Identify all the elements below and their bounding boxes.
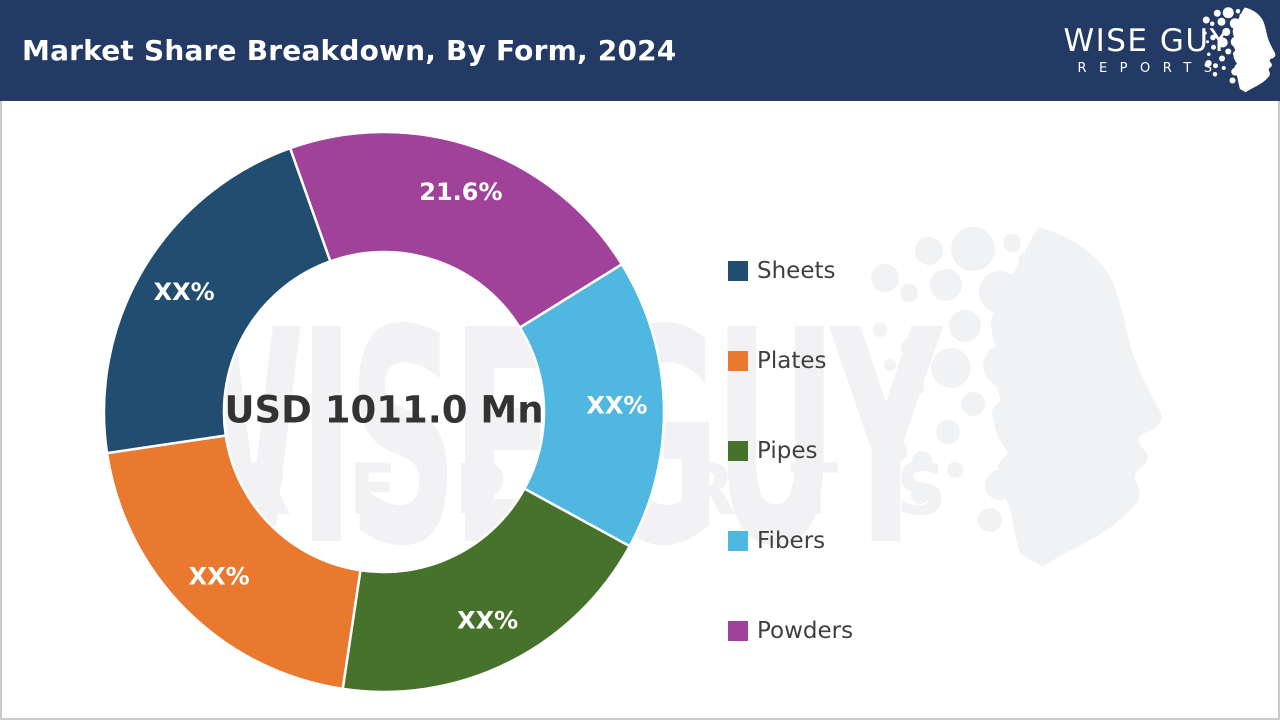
logo-text-block: WISE GUY REPORTS xyxy=(1063,23,1230,76)
chart-title: Market Share Breakdown, By Form, 2024 xyxy=(22,34,677,67)
slice-label-fibers: XX% xyxy=(586,392,647,420)
slice-label-powders: 21.6% xyxy=(419,178,502,206)
legend-label: Fibers xyxy=(757,527,826,554)
wise-guy-logo: WISE GUY REPORTS xyxy=(1063,0,1280,101)
chart-legend: Sheets Plates Pipes Fibers Powders xyxy=(728,257,853,645)
slice-powders xyxy=(288,130,624,329)
legend-label: Pipes xyxy=(757,437,818,464)
donut-chart: 21.6% XX% XX% XX% XX% USD 1011.0 Mn xyxy=(102,130,666,694)
legend-label: Plates xyxy=(757,347,827,374)
legend-item-sheets: Sheets xyxy=(728,257,853,285)
slice-pipes xyxy=(341,487,631,694)
logo-head-icon xyxy=(1202,7,1276,93)
header-bar: Market Share Breakdown, By Form, 2024 WI… xyxy=(0,0,1280,101)
legend-swatch-plates xyxy=(728,351,748,371)
slice-fibers xyxy=(518,263,666,548)
logo-brand-text: WISE GUY xyxy=(1063,23,1230,59)
legend-item-pipes: Pipes xyxy=(728,437,853,465)
legend-item-powders: Powders xyxy=(728,617,853,645)
legend-item-fibers: Fibers xyxy=(728,527,853,555)
legend-label: Sheets xyxy=(757,257,836,284)
slice-label-sheets: XX% xyxy=(154,278,215,306)
legend-swatch-powders xyxy=(728,621,748,641)
legend-label: Powders xyxy=(757,617,854,644)
logo-reports-text: REPORTS xyxy=(1077,61,1225,76)
legend-item-plates: Plates xyxy=(728,347,853,375)
legend-swatch-fibers xyxy=(728,531,748,551)
slice-label-plates: XX% xyxy=(189,563,250,591)
slice-plates xyxy=(105,434,362,691)
slice-label-pipes: XX% xyxy=(457,607,518,635)
slice-sheets xyxy=(102,146,332,455)
watermark-head-graphic xyxy=(871,227,1162,567)
legend-swatch-sheets xyxy=(728,261,748,281)
legend-swatch-pipes xyxy=(728,441,748,461)
donut-center-value: USD 1011.0 Mn xyxy=(224,389,543,432)
